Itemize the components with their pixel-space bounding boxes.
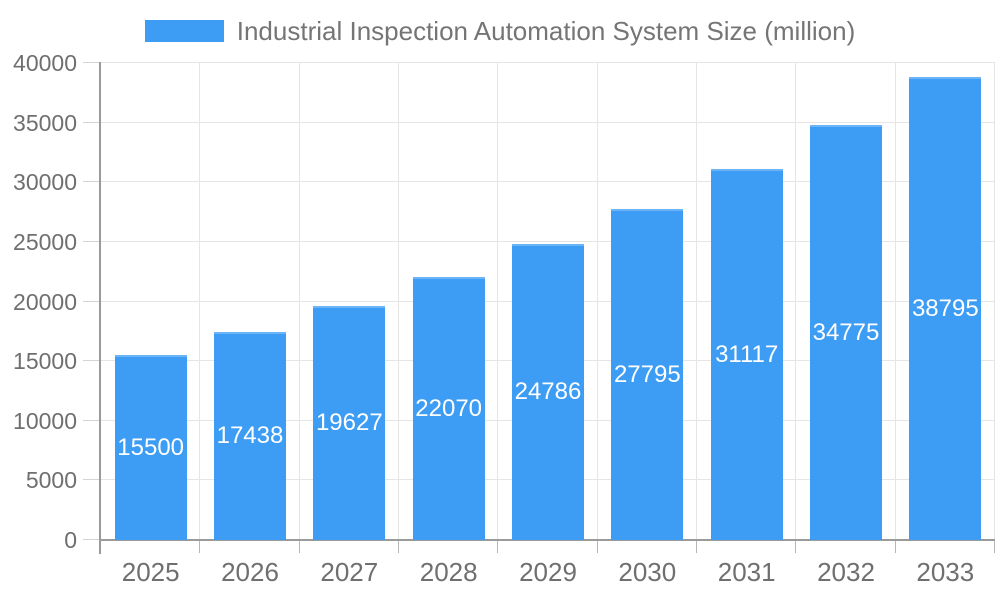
x-gridline: [795, 63, 797, 540]
y-axis-label: 25000: [13, 228, 77, 255]
x-axis-tick: [497, 540, 499, 553]
x-axis-label: 2027: [320, 557, 379, 587]
x-gridline: [894, 63, 896, 540]
x-axis-tick: [398, 540, 399, 553]
bar-2030[interactable]: [611, 209, 684, 540]
y-axis-tick: [83, 539, 101, 540]
x-axis-tick: [894, 540, 896, 553]
y-axis-label: 40000: [13, 50, 77, 76]
x-gridline: [298, 63, 300, 540]
bar-2031[interactable]: [710, 169, 783, 540]
chart-legend[interactable]: Industrial Inspection Automation System …: [0, 0, 1000, 62]
x-axis-label: 2025: [121, 557, 180, 587]
x-gridline: [596, 63, 598, 540]
y-axis-label: 30000: [13, 169, 77, 196]
y-axis-tick: [83, 121, 101, 123]
bar-2026[interactable]: [214, 332, 286, 540]
y-axis-label: 10000: [13, 407, 77, 434]
y-gridline: [101, 181, 995, 183]
x-axis-line: [101, 539, 995, 541]
y-axis-tick: [83, 181, 101, 183]
x-axis-label: 2029: [519, 557, 577, 587]
bar-2033[interactable]: [909, 77, 982, 540]
x-axis-tick: [795, 540, 797, 553]
x-axis-label: 2026: [221, 557, 279, 587]
bar-2028[interactable]: [412, 277, 485, 540]
x-axis-tick: [199, 540, 201, 553]
bar-2025[interactable]: [114, 355, 187, 540]
x-gridline: [696, 63, 697, 540]
x-axis-tick: [994, 540, 995, 553]
x-axis-label: 2028: [419, 557, 478, 587]
x-axis-tick: [696, 540, 697, 553]
x-gridline: [398, 63, 399, 540]
bar-2027[interactable]: [313, 306, 386, 540]
y-axis-tick: [83, 62, 101, 63]
bar-2029[interactable]: [512, 244, 584, 540]
y-axis-tick: [83, 300, 101, 302]
y-axis-label: 15000: [13, 348, 77, 375]
x-axis-label: 2031: [717, 557, 776, 587]
y-axis-label: 35000: [13, 109, 77, 136]
y-axis-label: 0: [64, 527, 77, 553]
bar-2032[interactable]: [810, 125, 882, 540]
y-gridline: [101, 121, 995, 123]
legend-swatch-icon: [144, 20, 224, 42]
legend-label: Industrial Inspection Automation System …: [236, 15, 856, 46]
x-axis-tick: [596, 540, 598, 553]
x-axis-label: 2032: [817, 557, 875, 587]
y-axis-label: 20000: [13, 288, 77, 315]
y-axis-tick: [83, 419, 101, 421]
x-gridline: [199, 63, 201, 540]
y-axis-tick: [83, 360, 101, 362]
y-axis-line: [99, 62, 101, 554]
y-axis-tick: [83, 240, 101, 242]
y-axis-tick: [83, 479, 101, 481]
x-axis-label: 2033: [916, 557, 975, 587]
y-axis-label: 5000: [25, 467, 77, 494]
x-gridline: [497, 63, 499, 540]
x-axis-tick: [298, 540, 300, 553]
x-gridline: [994, 63, 995, 540]
x-axis-label: 2030: [618, 557, 677, 587]
y-gridline: [101, 240, 995, 242]
y-gridline: [101, 62, 995, 63]
